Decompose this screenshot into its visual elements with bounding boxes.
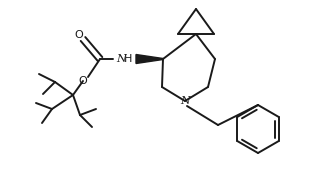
Text: N: N: [180, 96, 190, 106]
Text: H: H: [124, 54, 132, 64]
Text: O: O: [75, 30, 84, 40]
Polygon shape: [136, 55, 163, 64]
Text: O: O: [79, 76, 87, 86]
Text: N: N: [116, 54, 126, 64]
